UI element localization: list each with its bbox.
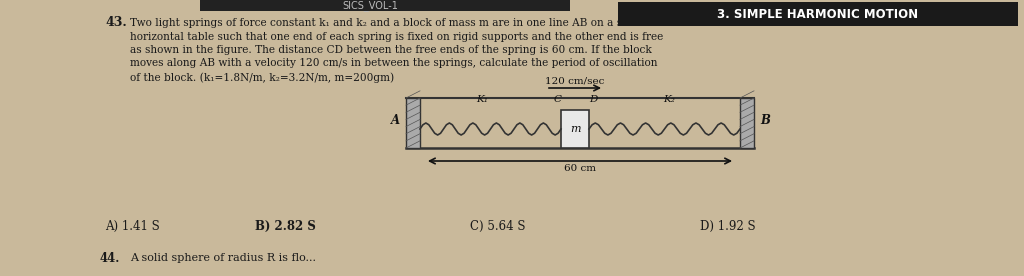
- Text: D: D: [589, 95, 597, 104]
- Bar: [561, 110, 589, 148]
- Text: 60 cm: 60 cm: [564, 164, 596, 173]
- Text: K₂: K₂: [664, 95, 676, 104]
- Bar: [740, 98, 754, 148]
- Text: m: m: [569, 124, 581, 134]
- Text: 3. SIMPLE HARMONIC MOTION: 3. SIMPLE HARMONIC MOTION: [718, 7, 919, 20]
- Text: Two light springs of force constant k₁ and k₂ and a block of mass m are in one l: Two light springs of force constant k₁ a…: [130, 18, 655, 28]
- Text: A: A: [391, 115, 400, 128]
- Text: K₁: K₁: [476, 95, 488, 104]
- Text: as shown in the figure. The distance CD between the free ends of the spring is 6: as shown in the figure. The distance CD …: [130, 45, 652, 55]
- Text: B) 2.82 S: B) 2.82 S: [255, 219, 315, 232]
- Text: C: C: [554, 95, 562, 104]
- Text: D) 1.92 S: D) 1.92 S: [700, 219, 756, 232]
- Text: moves along AB with a velocity 120 cm/s in between the springs, calculate the pe: moves along AB with a velocity 120 cm/s …: [130, 59, 657, 68]
- Text: of the block. (k₁=1.8N/m, k₂=3.2N/m, m=200gm): of the block. (k₁=1.8N/m, k₂=3.2N/m, m=2…: [130, 72, 394, 83]
- Text: 43.: 43.: [105, 16, 127, 29]
- Bar: [618, 2, 1018, 26]
- Bar: [406, 98, 420, 148]
- Text: horizontal table such that one end of each spring is fixed on rigid supports and: horizontal table such that one end of ea…: [130, 31, 664, 41]
- Text: C) 5.64 S: C) 5.64 S: [470, 219, 525, 232]
- Text: B: B: [760, 115, 770, 128]
- Text: A solid sphere of radius R is flo...: A solid sphere of radius R is flo...: [130, 253, 316, 263]
- Text: 44.: 44.: [100, 251, 121, 264]
- Text: SICS_VOL-1: SICS_VOL-1: [342, 1, 398, 11]
- Bar: [200, 0, 570, 11]
- Text: A) 1.41 S: A) 1.41 S: [105, 219, 160, 232]
- Text: 120 cm/sec: 120 cm/sec: [546, 77, 605, 86]
